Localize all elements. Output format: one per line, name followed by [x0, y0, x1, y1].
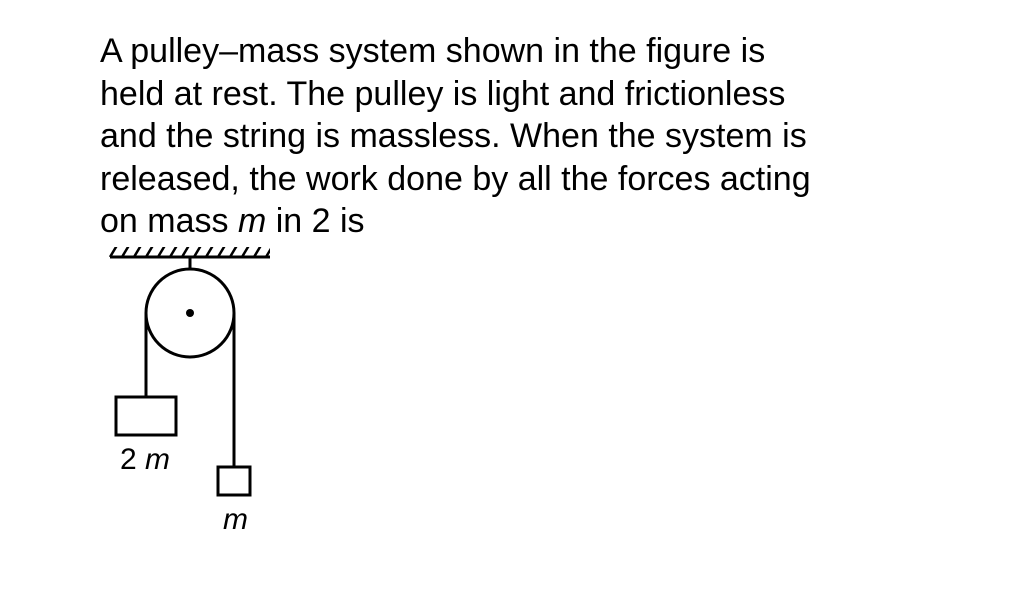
pulley-diagram-svg: 2 m m: [100, 247, 270, 587]
q-line-2: held at rest. The pulley is light and fr…: [100, 75, 785, 113]
svg-text:m: m: [223, 503, 248, 536]
q-line-3: and the string is massless. When the sys…: [100, 117, 807, 155]
q-line-5-prefix: on mass: [100, 202, 238, 240]
question-text: A pulley–mass system shown in the figure…: [100, 30, 964, 243]
q-var-m: m: [238, 202, 266, 240]
pulley-diagram: 2 m m: [100, 247, 964, 592]
svg-text:2 m: 2 m: [120, 443, 170, 476]
q-line-4: released, the work done by all the force…: [100, 160, 811, 198]
q-line-1: A pulley–mass system shown in the figure…: [100, 32, 765, 70]
q-line-5-suffix: in 2 is: [266, 202, 364, 240]
